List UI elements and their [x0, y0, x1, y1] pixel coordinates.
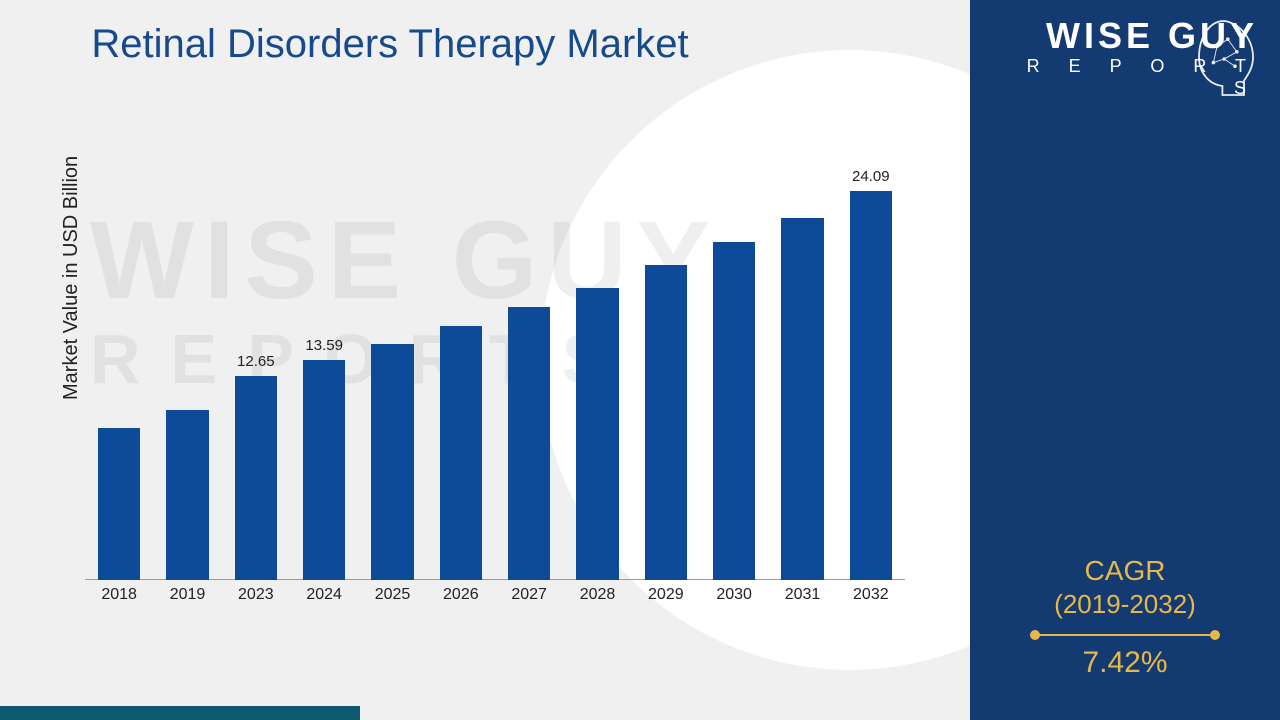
bar	[576, 288, 618, 580]
x-tick: 2025	[375, 586, 411, 604]
x-tick: 2032	[853, 586, 889, 604]
cagr-block: CAGR (2019-2032) 7.42%	[970, 555, 1280, 680]
bar-value-label: 12.65	[226, 353, 286, 370]
x-tick: 2026	[443, 586, 479, 604]
bar	[781, 218, 823, 580]
bar	[371, 344, 413, 580]
infographic-canvas: WISE GUY REPORTS Retinal Disorders Thera…	[0, 0, 1280, 720]
bar	[303, 360, 345, 580]
cagr-value: 7.42%	[970, 646, 1280, 680]
bar	[166, 410, 208, 580]
plot-area: 12.65 13.59 24.09	[85, 160, 905, 580]
chart-title: Retinal Disorders Therapy Market	[0, 22, 780, 67]
x-tick: 2023	[238, 586, 274, 604]
x-tick: 2019	[170, 586, 206, 604]
chart-region: Retinal Disorders Therapy Market Market …	[0, 0, 970, 720]
x-tick-labels: 2018 2019 2023 2024 2025 2026 2027 2028 2029 2030…	[85, 586, 905, 610]
bar	[713, 242, 755, 580]
bar-value-label: 13.59	[294, 337, 354, 354]
bar	[235, 376, 277, 580]
bar	[508, 307, 550, 580]
x-tick: 2028	[580, 586, 616, 604]
cagr-divider	[1035, 634, 1215, 636]
x-tick: 2030	[716, 586, 752, 604]
brand-logo: WISE GUY R E P O R T S	[998, 18, 1258, 99]
bar	[645, 265, 687, 580]
x-tick: 2029	[648, 586, 684, 604]
bar	[850, 191, 892, 580]
bar	[440, 326, 482, 580]
bar-value-label: 24.09	[841, 168, 901, 185]
bar	[98, 428, 140, 580]
y-axis-label: Market Value in USD Billion	[60, 156, 83, 400]
x-tick: 2018	[101, 586, 137, 604]
x-tick: 2027	[511, 586, 547, 604]
x-tick: 2024	[306, 586, 342, 604]
cagr-label: CAGR	[970, 555, 1280, 587]
x-tick: 2031	[785, 586, 821, 604]
cagr-years: (2019-2032)	[970, 589, 1280, 620]
logo-line2: R E P O R T S	[998, 56, 1258, 99]
footer-stripe	[0, 706, 360, 720]
logo-line1: WISE GUY	[998, 18, 1258, 54]
